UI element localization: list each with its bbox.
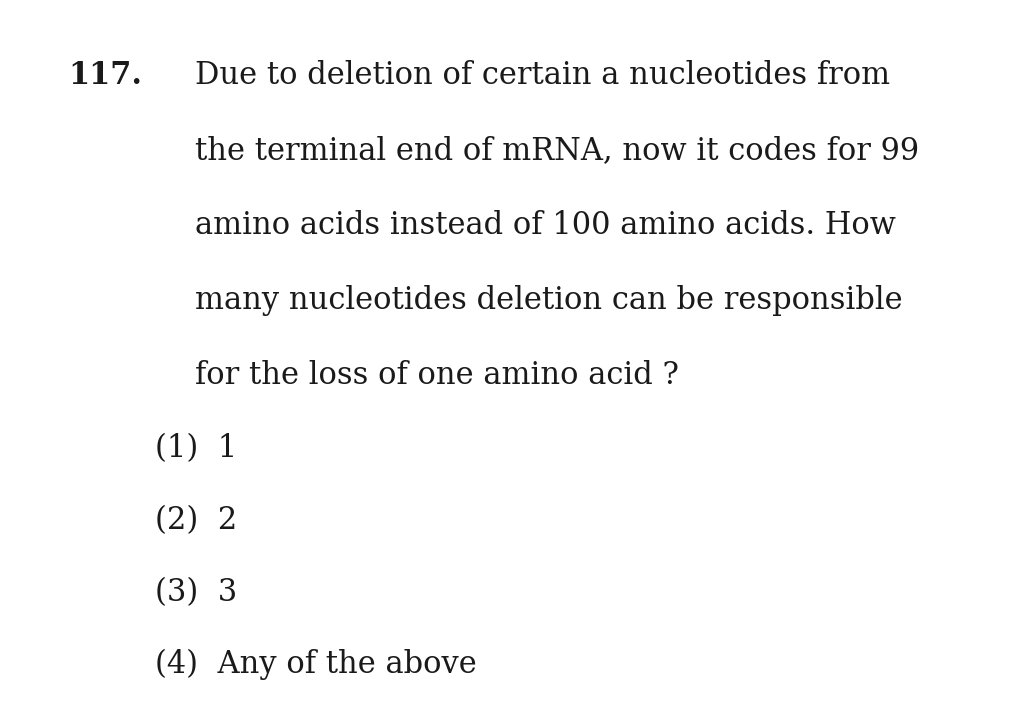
Text: amino acids instead of 100 amino acids. How: amino acids instead of 100 amino acids. … <box>195 210 896 241</box>
Text: (3)  3: (3) 3 <box>155 577 238 608</box>
Text: for the loss of one amino acid ?: for the loss of one amino acid ? <box>195 360 679 391</box>
Text: many nucleotides deletion can be responsible: many nucleotides deletion can be respons… <box>195 285 902 316</box>
Text: (4)  Any of the above: (4) Any of the above <box>155 649 477 680</box>
Text: (2)  2: (2) 2 <box>155 505 238 536</box>
Text: Due to deletion of certain a nucleotides from: Due to deletion of certain a nucleotides… <box>195 60 890 91</box>
Text: 117.: 117. <box>68 60 142 91</box>
Text: (1)  1: (1) 1 <box>155 433 238 464</box>
Text: the terminal end of mRNA, now it codes for 99: the terminal end of mRNA, now it codes f… <box>195 135 920 166</box>
